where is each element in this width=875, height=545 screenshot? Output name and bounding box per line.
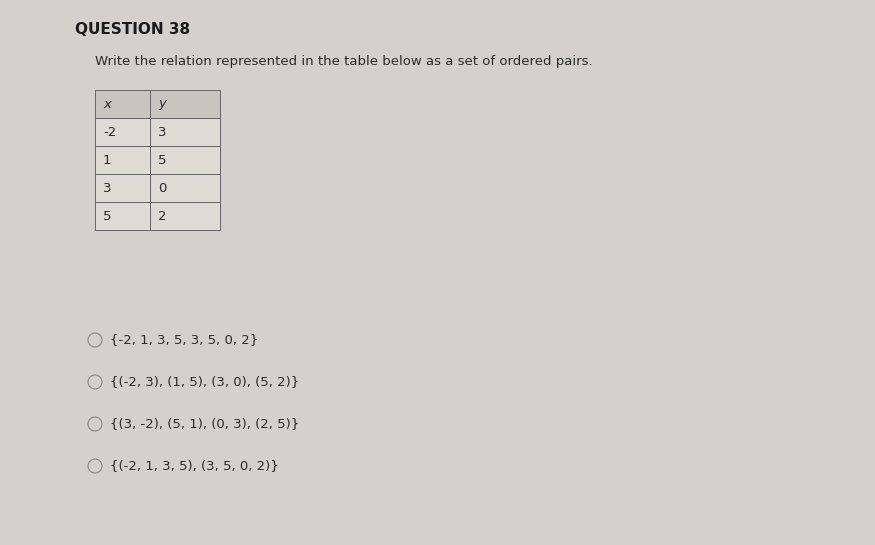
Text: 1: 1 [103, 154, 111, 167]
Text: 2: 2 [158, 209, 166, 222]
Bar [150, 202, 220, 230]
Circle shape [88, 333, 102, 347]
Text: 5: 5 [158, 154, 166, 167]
Text: x: x [103, 98, 111, 111]
Text: 3: 3 [103, 181, 111, 195]
Text: {(3, -2), (5, 1), (0, 3), (2, 5)}: {(3, -2), (5, 1), (0, 3), (2, 5)} [110, 417, 299, 431]
Text: QUESTION 38: QUESTION 38 [75, 22, 190, 37]
Circle shape [88, 375, 102, 389]
Text: {(-2, 3), (1, 5), (3, 0), (5, 2)}: {(-2, 3), (1, 5), (3, 0), (5, 2)} [110, 376, 299, 389]
Bar [150, 118, 220, 146]
Circle shape [88, 459, 102, 473]
Bar [95, 174, 150, 202]
Text: {(-2, 1, 3, 5), (3, 5, 0, 2)}: {(-2, 1, 3, 5), (3, 5, 0, 2)} [110, 459, 279, 473]
Bar [150, 146, 220, 174]
Text: y: y [158, 98, 166, 111]
Bar [95, 118, 150, 146]
Text: -2: -2 [103, 125, 116, 138]
Bar [95, 90, 150, 118]
Circle shape [88, 417, 102, 431]
Bar [150, 90, 220, 118]
Bar [95, 146, 150, 174]
Text: Write the relation represented in the table below as a set of ordered pairs.: Write the relation represented in the ta… [95, 55, 592, 68]
Text: 0: 0 [158, 181, 166, 195]
Text: 3: 3 [158, 125, 166, 138]
Text: 5: 5 [103, 209, 111, 222]
Bar [95, 202, 150, 230]
Bar [150, 174, 220, 202]
Text: {-2, 1, 3, 5, 3, 5, 0, 2}: {-2, 1, 3, 5, 3, 5, 0, 2} [110, 334, 258, 347]
